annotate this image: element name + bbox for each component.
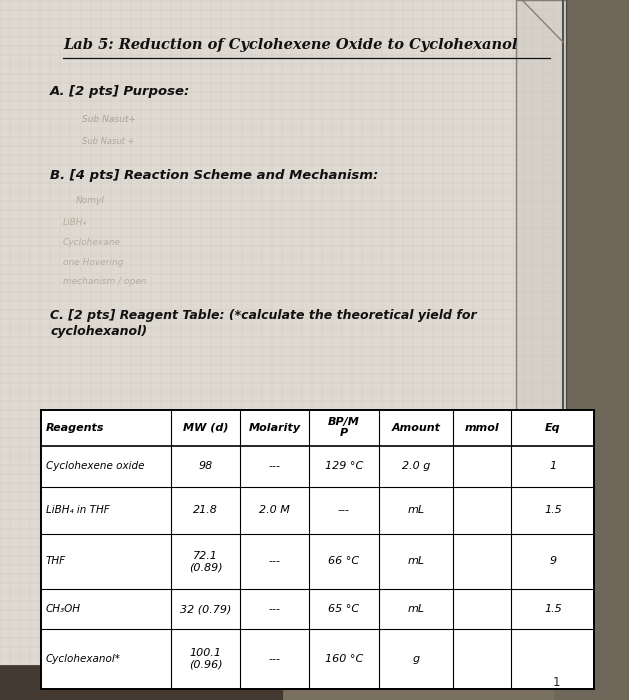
Text: mL: mL (408, 505, 425, 515)
Text: 1: 1 (549, 461, 557, 471)
Text: Reagents: Reagents (46, 423, 104, 433)
Text: 9: 9 (549, 556, 557, 566)
Text: ---: --- (269, 556, 281, 566)
Text: CH₃OH: CH₃OH (46, 604, 81, 614)
Polygon shape (554, 0, 629, 700)
Text: Cyclohexene oxide: Cyclohexene oxide (46, 461, 145, 471)
Text: Cyclohexanol*: Cyclohexanol* (46, 654, 121, 664)
Text: 1.5: 1.5 (544, 604, 562, 614)
Text: ---: --- (269, 654, 281, 664)
Text: 98: 98 (198, 461, 213, 471)
Text: 65 °C: 65 °C (328, 604, 360, 614)
Text: 2.0 g: 2.0 g (402, 461, 430, 471)
Text: Eq: Eq (545, 423, 560, 433)
Text: ---: --- (269, 461, 281, 471)
Text: A. [2 pts] Purpose:: A. [2 pts] Purpose: (50, 85, 191, 97)
Text: Cyclohexane: Cyclohexane (63, 238, 121, 247)
Text: ---: --- (269, 604, 281, 614)
Text: THF: THF (46, 556, 66, 566)
Text: Molarity: Molarity (248, 423, 301, 433)
Text: MW (d): MW (d) (183, 423, 228, 433)
Text: 1.5: 1.5 (544, 505, 562, 515)
Text: B. [4 pts] Reaction Scheme and Mechanism:: B. [4 pts] Reaction Scheme and Mechanism… (50, 169, 379, 181)
Text: mL: mL (408, 556, 425, 566)
Text: g: g (413, 654, 420, 664)
Text: one Hovering: one Hovering (63, 258, 123, 267)
Text: mmol: mmol (465, 423, 499, 433)
Text: 72.1
(0.89): 72.1 (0.89) (189, 551, 223, 572)
FancyBboxPatch shape (516, 0, 566, 665)
Text: ---: --- (338, 505, 350, 515)
Text: 100.1
(0.96): 100.1 (0.96) (189, 648, 223, 670)
Text: Nomyl: Nomyl (75, 196, 104, 205)
Text: 129 °C: 129 °C (325, 461, 363, 471)
Text: 160 °C: 160 °C (325, 654, 363, 664)
Text: LiBH₄ in THF: LiBH₄ in THF (46, 505, 109, 515)
Text: C. [2 pts] Reagent Table: (*calculate the theoretical yield for: C. [2 pts] Reagent Table: (*calculate th… (50, 309, 477, 321)
Text: LiBH₄: LiBH₄ (63, 218, 87, 228)
Text: Amount: Amount (391, 423, 440, 433)
Text: 2.0 M: 2.0 M (259, 505, 290, 515)
Text: Sub Nasut+: Sub Nasut+ (82, 116, 136, 125)
Text: Lab 5: Reduction of Cyclohexene Oxide to Cyclohexanol: Lab 5: Reduction of Cyclohexene Oxide to… (63, 38, 517, 52)
Text: BP/M
P: BP/M P (328, 417, 360, 438)
Text: mechanism / open: mechanism / open (63, 276, 147, 286)
Text: 1: 1 (553, 676, 560, 689)
FancyBboxPatch shape (41, 410, 594, 689)
Polygon shape (0, 455, 283, 700)
Text: 32 (0.79): 32 (0.79) (180, 604, 231, 614)
Text: Sub Nasut +: Sub Nasut + (82, 136, 134, 146)
Text: 21.8: 21.8 (193, 505, 218, 515)
Text: mL: mL (408, 604, 425, 614)
Text: 66 °C: 66 °C (328, 556, 360, 566)
Text: cyclohexanol): cyclohexanol) (50, 325, 147, 337)
FancyBboxPatch shape (0, 0, 566, 665)
